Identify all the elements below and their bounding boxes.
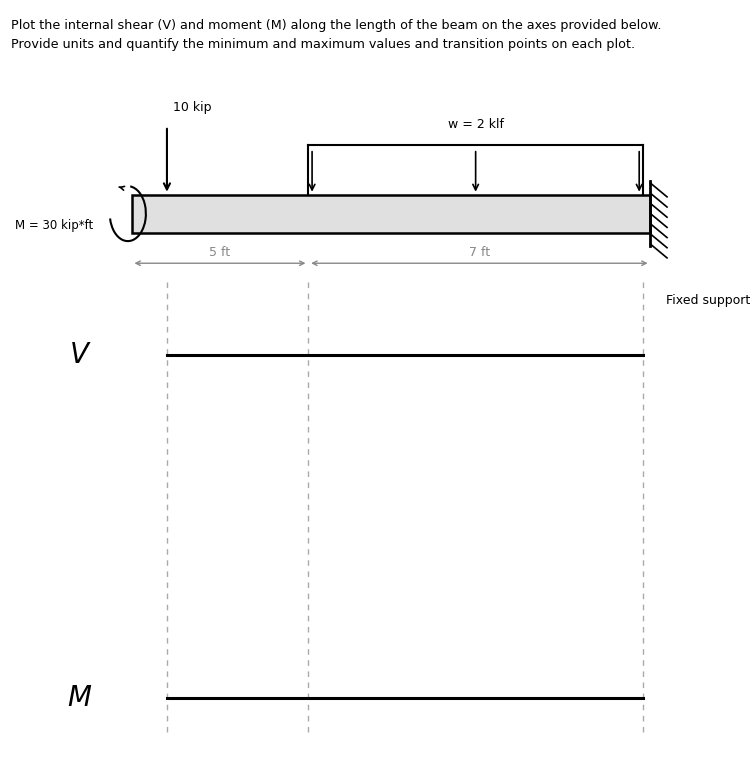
Text: M = 30 kip*ft: M = 30 kip*ft bbox=[15, 218, 93, 232]
Text: w = 2 klf: w = 2 klf bbox=[447, 118, 504, 131]
Text: 7 ft: 7 ft bbox=[468, 246, 490, 259]
Text: Plot the internal shear (V) and moment (M) along the length of the beam on the a: Plot the internal shear (V) and moment (… bbox=[11, 19, 662, 51]
Text: M: M bbox=[67, 684, 91, 712]
Bar bbox=[132, 195, 650, 233]
Text: 10 kip: 10 kip bbox=[173, 101, 211, 114]
Text: V: V bbox=[69, 341, 89, 369]
Text: Fixed support: Fixed support bbox=[666, 294, 750, 307]
Text: 5 ft: 5 ft bbox=[209, 246, 231, 259]
